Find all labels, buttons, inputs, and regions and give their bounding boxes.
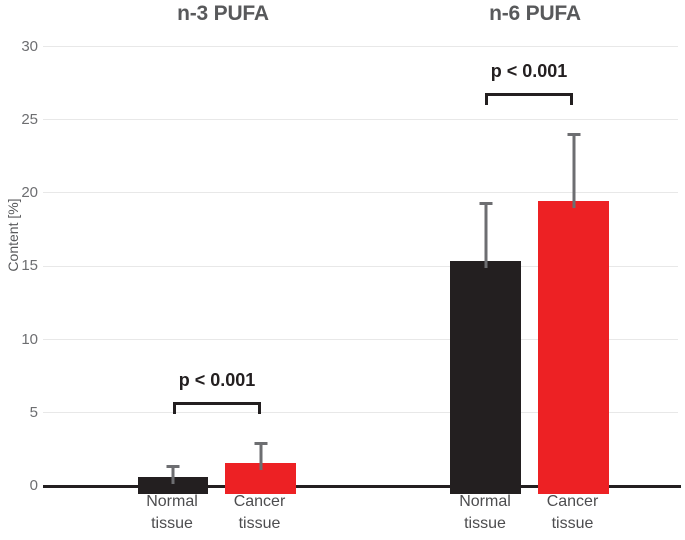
category-label-line2: tissue: [464, 514, 506, 532]
error-bar-n3-cancer-tissue: [225, 442, 296, 494]
category-label-n6-cancer-tissue: Cancer tissue: [522, 491, 623, 534]
category-label-line1: Normal: [459, 493, 511, 510]
p-value-label-n3: p < 0.001: [178, 370, 256, 390]
x-axis-line: [43, 485, 681, 488]
gridline-5: [43, 412, 678, 413]
y-tick-25: 25: [21, 111, 38, 128]
gridline-25: [43, 119, 678, 120]
error-bar-n6-cancer-tissue: [538, 133, 609, 494]
panel-title-n3-pufa: n-3 PUFA: [177, 2, 269, 25]
bar-n6-normal-tissue[interactable]: [450, 261, 521, 494]
category-label-line2: tissue: [238, 514, 281, 532]
category-label-line2: tissue: [551, 514, 594, 532]
y-tick-15: 15: [21, 257, 38, 274]
category-label-line2: tissue: [151, 514, 193, 532]
category-label-n6-normal-tissue: Normal tissue: [431, 491, 539, 534]
category-label-n3-normal-tissue: Normal tissue: [118, 491, 226, 534]
plot-area: p < 0.001 p < 0.001: [43, 40, 681, 494]
gridline-20: [43, 192, 678, 193]
bar-n6-cancer-tissue[interactable]: [538, 201, 609, 494]
category-label-line1: Cancer: [233, 493, 286, 510]
error-bar-n6-normal-tissue: [450, 202, 521, 494]
y-tick-10: 10: [21, 331, 38, 348]
y-axis-tick-labels: 30 25 20 15 10 5 0: [0, 38, 38, 494]
panel-title-n6-pufa: n-6 PUFA: [489, 2, 581, 25]
category-label-n3-cancer-tissue: Cancer tissue: [209, 491, 310, 534]
error-bar-n3-normal-tissue: [138, 465, 208, 494]
bar-n3-normal-tissue[interactable]: [138, 477, 208, 494]
category-label-line1: Cancer: [546, 493, 599, 510]
y-tick-0: 0: [29, 477, 38, 494]
y-tick-5: 5: [29, 404, 38, 421]
category-label-line1: Normal: [146, 493, 198, 510]
gridline-30: [43, 46, 678, 47]
y-tick-20: 20: [21, 184, 38, 201]
y-tick-30: 30: [21, 38, 38, 55]
gridline-10: [43, 339, 678, 340]
gridline-15: [43, 266, 678, 267]
p-value-label-n6: p < 0.001: [490, 61, 568, 81]
